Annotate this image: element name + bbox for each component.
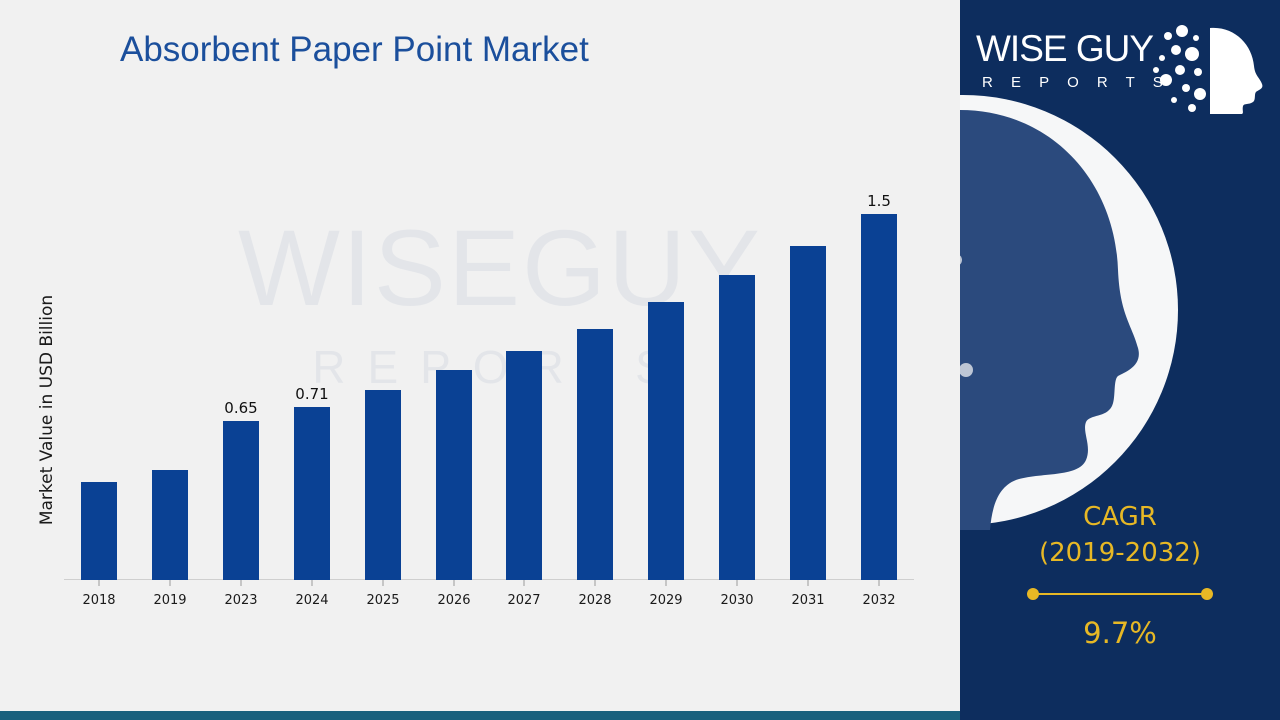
page-title: Absorbent Paper Point Market (120, 30, 589, 69)
x-axis-tick-label: 2031 (791, 593, 825, 608)
x-axis-tick-label: 2028 (578, 593, 612, 608)
cagr-value: 9.7% (1083, 616, 1157, 650)
cagr-range: (2019-2032) (1038, 538, 1201, 568)
x-axis-tick-label: 2018 (82, 593, 116, 608)
x-axis-tick-label: 2025 (366, 593, 400, 608)
head-profile-silhouette-icon (960, 110, 1139, 530)
x-axis-tick (169, 580, 171, 586)
bar[interactable] (648, 302, 684, 580)
y-axis-label: Market Value in USD Billion (37, 294, 57, 526)
logo-wordmark: WISE GUY (976, 28, 1154, 69)
x-axis-tick (98, 580, 100, 586)
bar[interactable] (294, 407, 330, 580)
x-axis-tick (736, 580, 738, 586)
bar[interactable] (719, 275, 755, 580)
bar[interactable] (81, 482, 117, 580)
x-axis-tick (240, 580, 242, 586)
bar[interactable] (577, 329, 613, 580)
bar[interactable] (861, 214, 897, 580)
logo-head-profile-icon (1153, 25, 1263, 114)
x-axis-tick-label: 2026 (437, 593, 471, 608)
x-axis-tick (311, 580, 313, 586)
x-axis-tick-label: 2019 (153, 593, 187, 608)
bar[interactable] (223, 421, 259, 580)
cagr-divider (1027, 588, 1213, 600)
x-axis-tick-label: 2029 (649, 593, 683, 608)
bar[interactable] (152, 470, 188, 580)
x-axis-tick-label: 2032 (862, 593, 896, 608)
bar[interactable] (365, 390, 401, 580)
bar-value-label: 1.5 (867, 192, 891, 210)
x-axis-tick (665, 580, 667, 586)
bar[interactable] (790, 246, 826, 580)
bar[interactable] (436, 370, 472, 580)
molecular-dots-pattern (960, 255, 973, 377)
x-axis-tick-label: 2027 (507, 593, 541, 608)
bar[interactable] (506, 351, 542, 580)
cagr-block: CAGR (2019-2032) 9.7% (960, 500, 1280, 650)
divider-line (1033, 593, 1207, 595)
brand-logo: WISE GUY R E P O R T S (968, 22, 1272, 114)
cagr-title: CAGR (1083, 502, 1157, 532)
x-axis-tick (594, 580, 596, 586)
x-axis-tick-label: 2024 (295, 593, 329, 608)
brand-panel: WISE GUY R E P O R T S CAGR (2019-2032) (960, 0, 1280, 720)
x-axis-tick (453, 580, 455, 586)
x-axis-tick (382, 580, 384, 586)
chart-region: Absorbent Paper Point Market WISEGUY REP… (37, 30, 914, 608)
x-axis-tick (878, 580, 880, 586)
x-axis-tick-label: 2023 (224, 593, 258, 608)
divider-dot-right (1201, 588, 1213, 600)
x-axis-line (64, 579, 914, 580)
x-axis-tick-label: 2030 (720, 593, 754, 608)
logo-tagline: R E P O R T S (982, 74, 1170, 91)
x-axis-tick (807, 580, 809, 586)
x-axis-tick (523, 580, 525, 586)
bottom-accent-strip (0, 711, 960, 720)
bar-value-label: 0.71 (295, 385, 329, 403)
bar-value-label: 0.65 (224, 399, 258, 417)
bar-plot: 2018 2019 0.65 2023 0.71 2024 2025 2026 2027 2028… (64, 180, 914, 608)
